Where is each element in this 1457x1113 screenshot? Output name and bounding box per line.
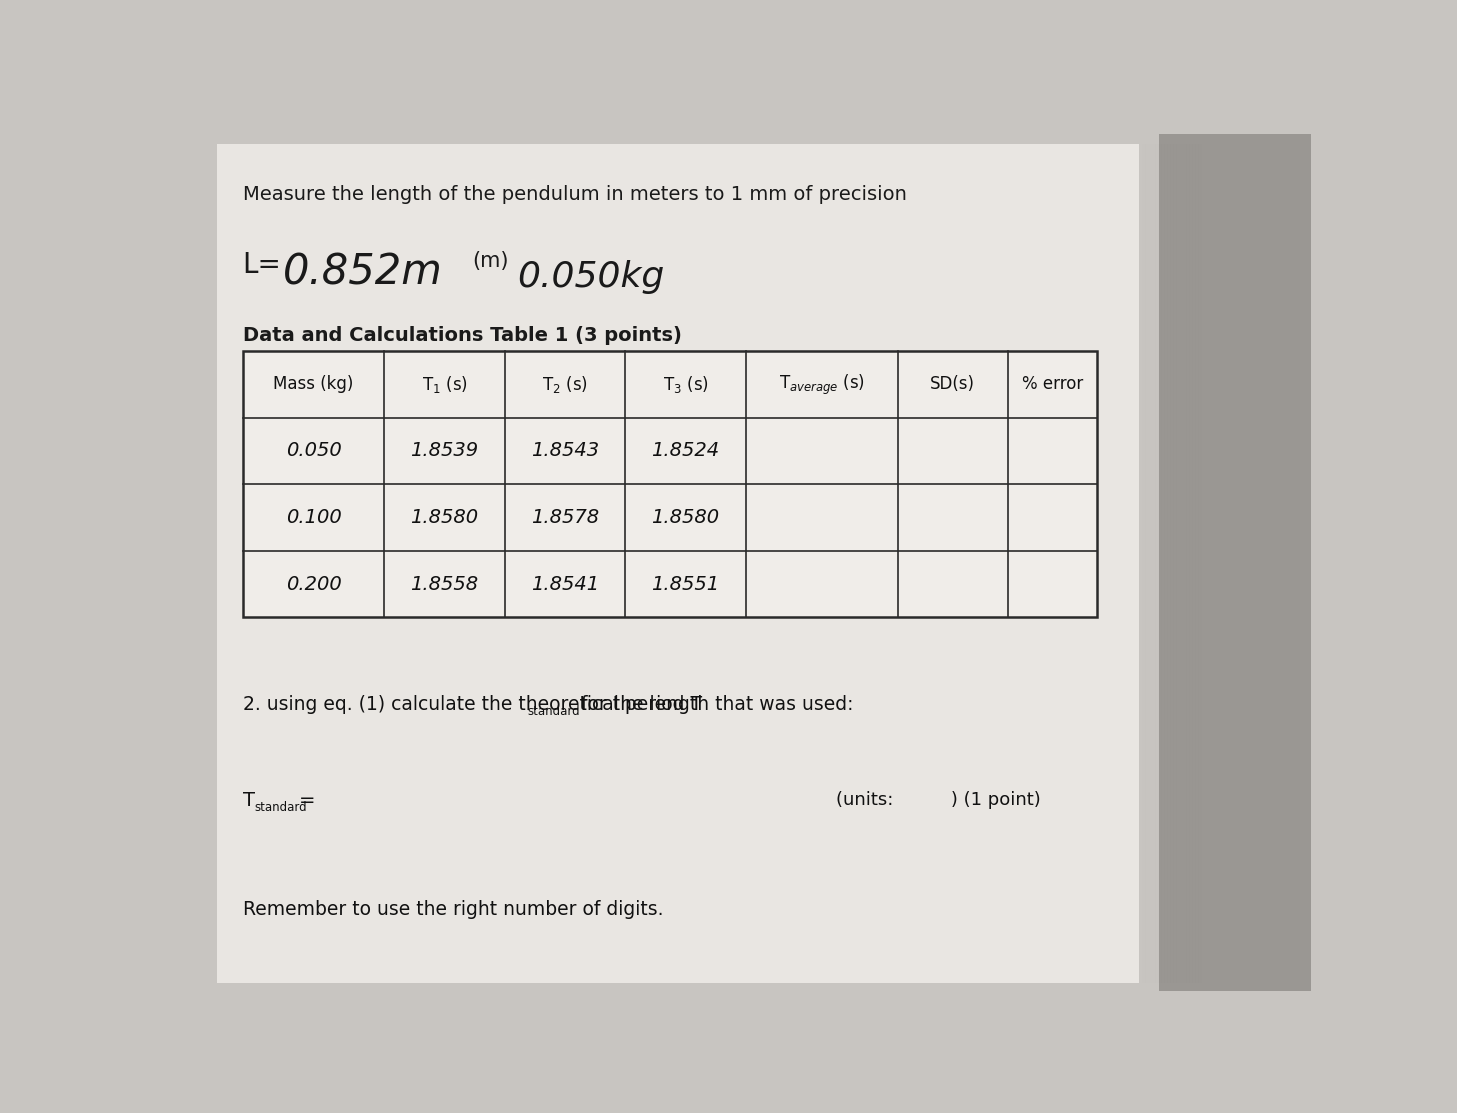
Text: (m): (m) [472,252,508,272]
Bar [1164,144,1169,983]
Text: 2. using eq. (1) calculate the theoretical period T: 2. using eq. (1) calculate the theoretic… [243,696,702,715]
Bar [1148,144,1152,983]
Text: 1.8558: 1.8558 [411,574,478,593]
Text: 0.200: 0.200 [286,574,341,593]
Text: T: T [243,790,255,810]
Bar [1173,144,1177,983]
Text: Data and Calculations Table 1 (3 points): Data and Calculations Table 1 (3 points) [243,326,682,345]
Bar [1189,144,1193,983]
Text: =: = [299,790,315,810]
Text: % error: % error [1021,375,1083,393]
Bar [1198,144,1202,983]
Bar [1176,144,1180,983]
Text: T$_2$ (s): T$_2$ (s) [542,374,587,395]
Text: 0.050kg: 0.050kg [517,259,664,294]
Text: L=: L= [243,252,281,279]
Text: 1.8543: 1.8543 [530,442,599,461]
Text: 1.8541: 1.8541 [530,574,599,593]
Bar [1142,144,1147,983]
Bar [1145,144,1150,983]
Text: Mass (kg): Mass (kg) [274,375,354,393]
Text: (units:          ) (1 point): (units: ) (1 point) [836,791,1040,809]
Text: Measure the length of the pendulum in meters to 1 mm of precision: Measure the length of the pendulum in me… [243,185,906,204]
Bar [1192,144,1196,983]
Bar [1186,144,1189,983]
Text: 1.8580: 1.8580 [651,508,720,526]
Bar [1158,134,1314,991]
Bar [243,352,1097,618]
Bar [1155,144,1158,983]
Text: 0.100: 0.100 [286,508,341,526]
Bar [1170,144,1174,983]
Bar [1151,144,1155,983]
Text: for the length that was used:: for the length that was used: [576,696,854,715]
Bar [1167,144,1171,983]
Bar [1158,144,1161,983]
FancyBboxPatch shape [217,144,1139,983]
Text: 0.050: 0.050 [286,442,341,461]
Bar [1161,144,1164,983]
Text: 1.8580: 1.8580 [411,508,478,526]
Bar [1139,144,1144,983]
Text: T$_3$ (s): T$_3$ (s) [663,374,708,395]
Text: standard: standard [255,801,307,815]
Text: 1.8578: 1.8578 [530,508,599,526]
Text: 1.8539: 1.8539 [411,442,478,461]
Text: T$_{average}$ (s): T$_{average}$ (s) [778,373,864,396]
Text: 1.8551: 1.8551 [651,574,720,593]
Text: 1.8524: 1.8524 [651,442,720,461]
Text: SD(s): SD(s) [930,375,975,393]
Bar [1195,144,1199,983]
Text: standard: standard [527,705,580,718]
Text: Remember to use the right number of digits.: Remember to use the right number of digi… [243,900,663,919]
Text: T$_1$ (s): T$_1$ (s) [421,374,468,395]
Text: 0.852m: 0.852m [283,252,443,294]
Bar [1180,144,1183,983]
Bar [1183,144,1186,983]
